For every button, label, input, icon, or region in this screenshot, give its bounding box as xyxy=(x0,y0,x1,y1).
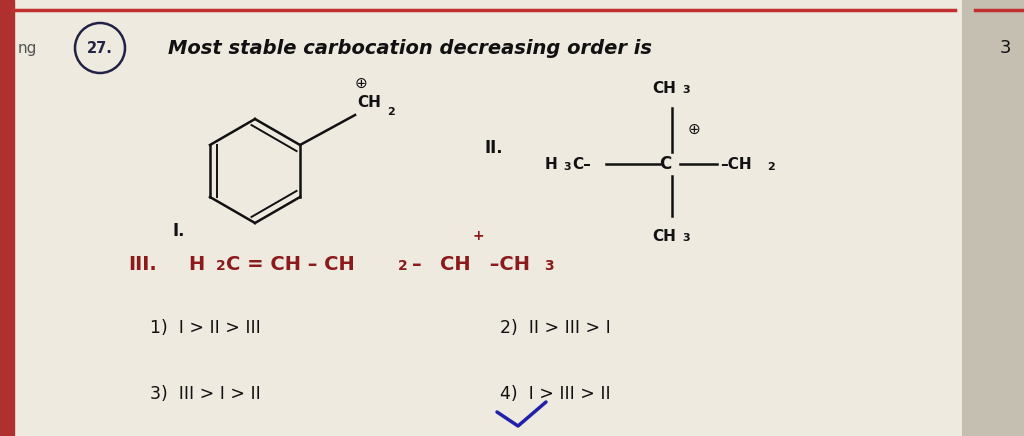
Text: R: R xyxy=(3,335,10,345)
Text: 2: 2 xyxy=(216,259,225,273)
Text: R: R xyxy=(3,119,10,129)
Text: C = CH – CH: C = CH – CH xyxy=(226,255,354,273)
Text: +: + xyxy=(473,229,484,243)
Text: ng: ng xyxy=(18,41,37,55)
Text: 2: 2 xyxy=(387,107,395,117)
Text: III.: III. xyxy=(128,255,157,273)
Text: II.: II. xyxy=(485,139,504,157)
Text: ⊕: ⊕ xyxy=(688,122,700,136)
Text: 2)  II > III > I: 2) II > III > I xyxy=(500,319,610,337)
Text: CH: CH xyxy=(652,81,676,95)
Text: 3: 3 xyxy=(563,162,570,172)
Text: 3: 3 xyxy=(682,85,689,95)
Text: 3)  III > I > II: 3) III > I > II xyxy=(150,385,261,403)
Bar xyxy=(0,0,14,436)
Text: R: R xyxy=(3,227,10,237)
Text: C–: C– xyxy=(572,157,591,171)
Text: 1)  I > II > III: 1) I > II > III xyxy=(150,319,261,337)
Text: CH: CH xyxy=(357,95,381,110)
Text: 3: 3 xyxy=(682,233,689,243)
Text: 3: 3 xyxy=(999,39,1011,57)
Text: CH: CH xyxy=(440,255,471,273)
Text: 3: 3 xyxy=(544,259,554,273)
Text: ⊕: ⊕ xyxy=(354,75,368,91)
Text: 2: 2 xyxy=(398,259,408,273)
Text: *: * xyxy=(5,308,9,318)
Text: 27.: 27. xyxy=(87,41,113,55)
Text: C: C xyxy=(4,65,10,75)
Text: 2: 2 xyxy=(767,162,775,172)
Text: C: C xyxy=(4,173,10,183)
Text: *: * xyxy=(5,92,9,102)
Text: –CH: –CH xyxy=(483,255,530,273)
Text: C: C xyxy=(4,254,10,264)
Text: C: C xyxy=(4,389,10,399)
FancyBboxPatch shape xyxy=(12,0,962,436)
Text: C: C xyxy=(4,38,10,48)
Text: C: C xyxy=(4,146,10,156)
Text: *: * xyxy=(5,200,9,210)
Text: *: * xyxy=(5,416,9,426)
Text: –: – xyxy=(412,255,422,273)
Text: C: C xyxy=(4,281,10,291)
Text: C: C xyxy=(658,155,671,173)
Text: –CH: –CH xyxy=(720,157,752,171)
Text: Most stable carbocation decreasing order is: Most stable carbocation decreasing order… xyxy=(168,38,652,58)
Text: C: C xyxy=(4,362,10,372)
Text: H: H xyxy=(188,255,204,273)
Text: 4)  I > III > II: 4) I > III > II xyxy=(500,385,610,403)
Text: CH: CH xyxy=(652,228,676,243)
Text: H: H xyxy=(545,157,558,171)
Text: I.: I. xyxy=(172,222,184,240)
